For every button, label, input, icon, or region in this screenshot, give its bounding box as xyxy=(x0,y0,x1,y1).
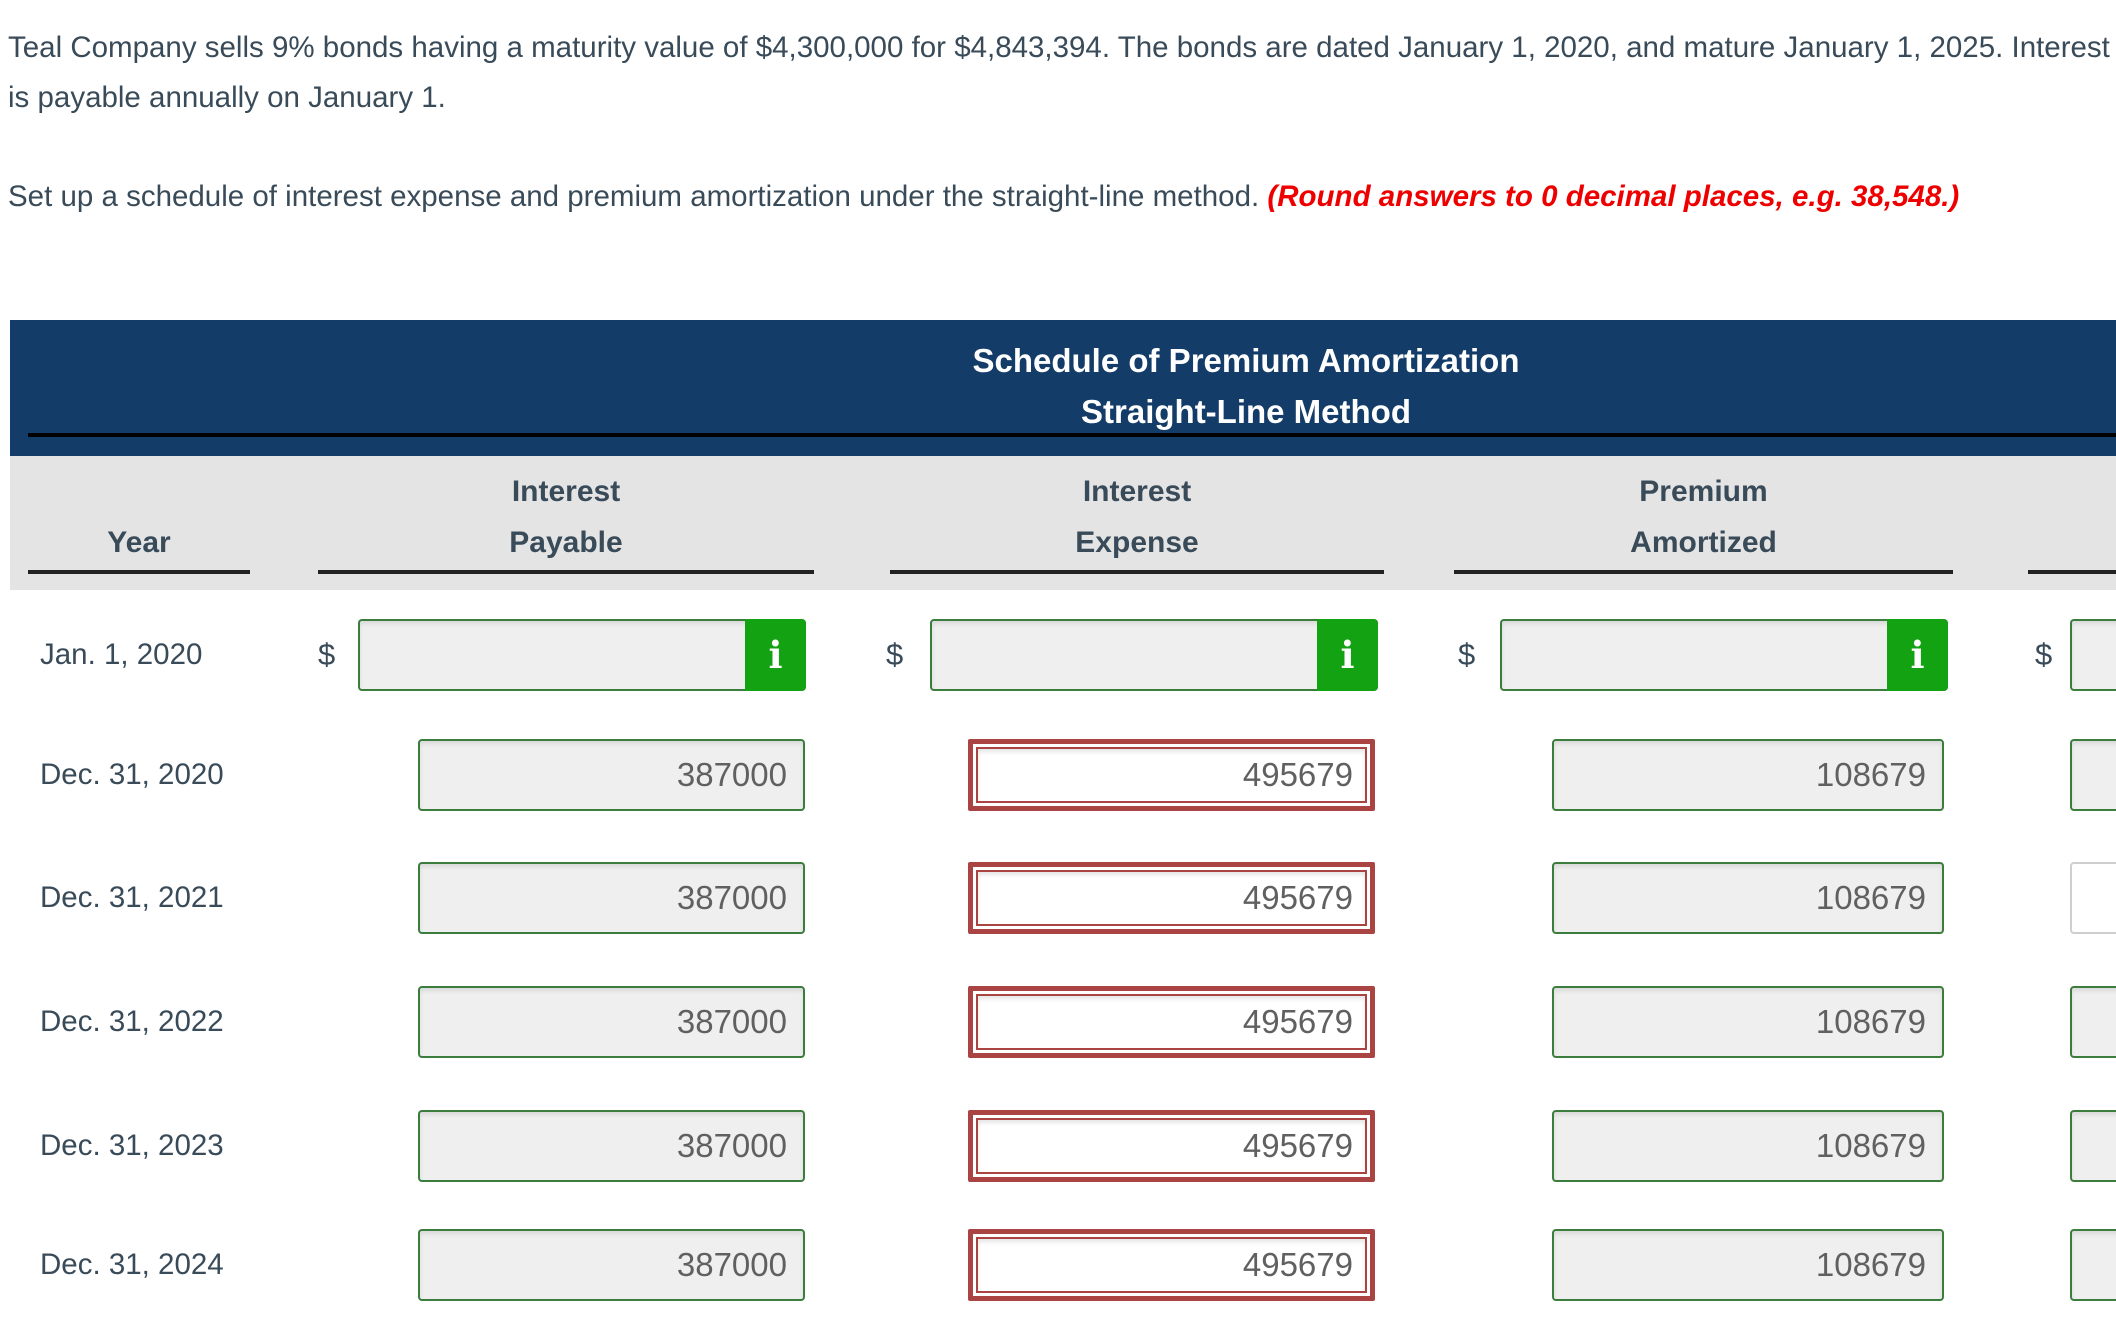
premium-amortized-input[interactable]: i xyxy=(1500,619,1948,691)
dollar-sign: $ xyxy=(1458,637,1476,672)
table-row: Dec. 31, 2024 387000 495679 108679 xyxy=(10,1229,2116,1301)
col5-amount-input[interactable] xyxy=(2070,739,2116,811)
dollar-sign: $ xyxy=(2035,637,2053,672)
feedback-info-badge[interactable]: i xyxy=(1887,619,1948,691)
interest-payable-input[interactable]: 387000 xyxy=(418,739,805,811)
table-row: Dec. 31, 2022 387000 495679 108679 xyxy=(10,986,2116,1058)
amortization-schedule-table: Schedule of Premium Amortization Straigh… xyxy=(10,320,2116,1330)
interest-expense-input[interactable]: 495679 xyxy=(968,986,1375,1058)
instruction-text: Set up a schedule of interest expense an… xyxy=(8,180,1268,213)
interest-expense-input[interactable]: 495679 xyxy=(968,862,1375,934)
premium-amortized-input[interactable]: 108679 xyxy=(1552,862,1944,934)
interest-payable-column-underline xyxy=(318,570,814,574)
row-year-label: Dec. 31, 2023 xyxy=(40,1129,224,1162)
row-year-label: Dec. 31, 2022 xyxy=(40,1005,224,1038)
interest-expense-input[interactable]: 495679 xyxy=(968,739,1375,811)
interest-expense-input[interactable]: 495679 xyxy=(968,1229,1375,1301)
dollar-sign: $ xyxy=(318,637,336,672)
row-year-label: Dec. 31, 2020 xyxy=(40,758,224,791)
row-year-label: Dec. 31, 2021 xyxy=(40,881,224,914)
rounding-note: (Round answers to 0 decimal places, e.g.… xyxy=(1267,180,1960,213)
title-divider-rule xyxy=(28,433,2116,437)
column-header-band: Year Interest Payable Interest Expense P… xyxy=(10,456,2116,590)
table-row: Jan. 1, 2020 $ i $ i $ i $ i xyxy=(10,619,2116,691)
col5-column-underline xyxy=(2028,570,2116,574)
info-icon: i xyxy=(768,633,783,677)
col5-amount-input[interactable] xyxy=(2070,1229,2116,1301)
col5-amount-input[interactable] xyxy=(2070,1110,2116,1182)
premium-amortized-input[interactable]: 108679 xyxy=(1552,1229,1944,1301)
premium-amortized-input[interactable]: 108679 xyxy=(1552,1110,1944,1182)
col5-amount-input[interactable]: i xyxy=(2070,619,2116,691)
table-subtitle: Straight-Line Method xyxy=(1081,393,1411,430)
interest-expense-input[interactable]: 495679 xyxy=(968,1110,1375,1182)
year-column-underline xyxy=(28,570,250,574)
column-header-year: Year xyxy=(107,526,171,559)
problem-text: Teal Company sells 9% bonds having a mat… xyxy=(8,31,2110,114)
column-header-interest-payable: Interest Payable xyxy=(509,475,623,559)
interest-expense-input[interactable]: i xyxy=(930,619,1378,691)
col5-amount-input[interactable] xyxy=(2070,986,2116,1058)
interest-payable-input[interactable]: 387000 xyxy=(418,862,805,934)
table-title: Schedule of Premium Amortization xyxy=(972,342,1520,379)
info-icon: i xyxy=(1340,633,1355,677)
feedback-info-badge[interactable]: i xyxy=(1317,619,1378,691)
table-row: Dec. 31, 2020 387000 495679 108679 xyxy=(10,739,2116,811)
feedback-info-badge[interactable]: i xyxy=(745,619,806,691)
premium-amortized-column-underline xyxy=(1454,570,1953,574)
info-icon: i xyxy=(1910,633,1925,677)
interest-payable-input[interactable]: 387000 xyxy=(418,986,805,1058)
interest-payable-input[interactable]: 387000 xyxy=(418,1229,805,1301)
dollar-sign: $ xyxy=(886,637,904,672)
premium-amortized-input[interactable]: 108679 xyxy=(1552,986,1944,1058)
table-title-band: Schedule of Premium Amortization Straigh… xyxy=(10,320,2116,456)
row-year-label: Jan. 1, 2020 xyxy=(40,638,203,671)
table-row: Dec. 31, 2023 387000 495679 108679 xyxy=(10,1110,2116,1182)
row-year-label: Dec. 31, 2024 xyxy=(40,1248,224,1281)
interest-expense-column-underline xyxy=(890,570,1384,574)
interest-payable-input[interactable]: 387000 xyxy=(418,1110,805,1182)
instruction-paragraph: Set up a schedule of interest expense an… xyxy=(8,172,2110,222)
table-row: Dec. 31, 2021 387000 495679 108679 xyxy=(10,862,2116,934)
premium-amortized-input[interactable]: 108679 xyxy=(1552,739,1944,811)
column-header-interest-expense: Interest Expense xyxy=(1075,475,1199,559)
problem-statement: Teal Company sells 9% bonds having a mat… xyxy=(8,23,2110,123)
column-header-premium-amortized: Premium Amortized xyxy=(1630,475,1777,559)
col5-amount-input[interactable] xyxy=(2070,862,2116,934)
interest-payable-input[interactable]: i xyxy=(358,619,806,691)
